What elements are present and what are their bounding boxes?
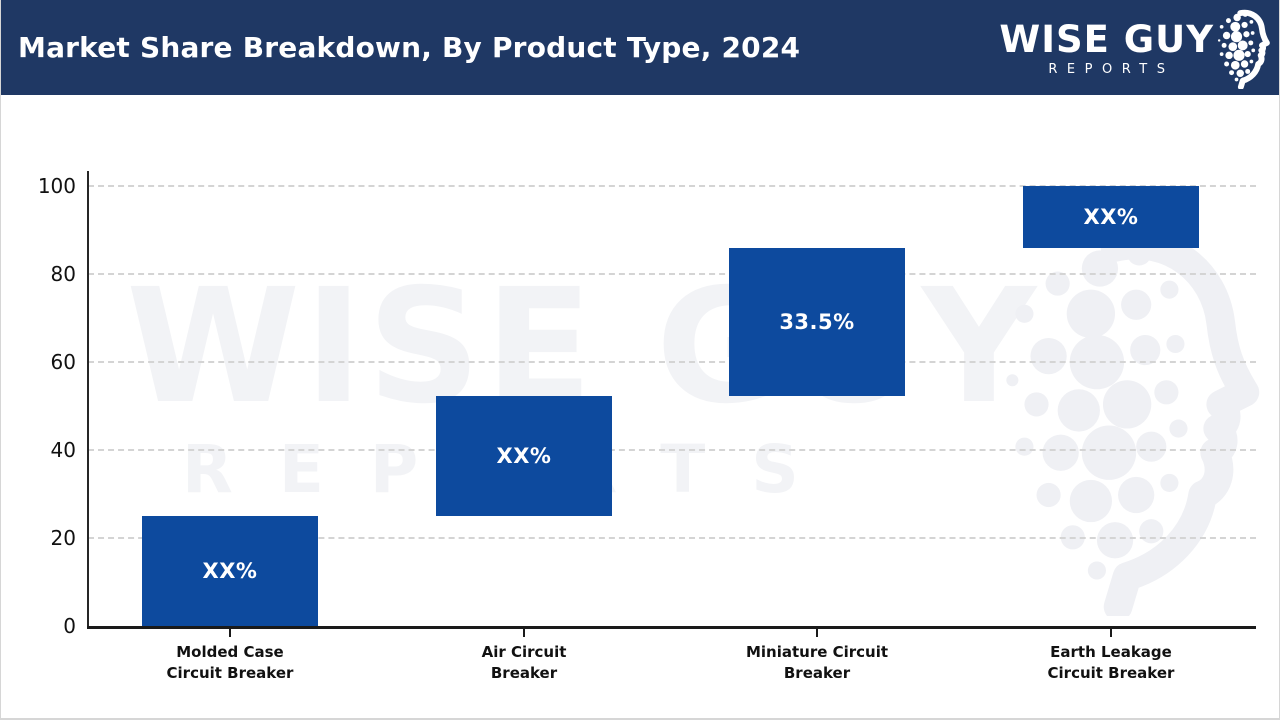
- bar-segment: XX%: [142, 516, 318, 626]
- watermark-dot-face-icon: [958, 223, 1260, 616]
- logo-text: WISE GUY REPORTS: [999, 17, 1214, 77]
- x-axis-category-label-line: Earth Leakage: [1050, 643, 1172, 661]
- page-title: Market Share Breakdown, By Product Type,…: [18, 31, 801, 64]
- y-axis-tick-label: 40: [50, 438, 76, 462]
- bar-segment: XX%: [436, 395, 612, 516]
- x-axis-category-label: Air Circuit Breaker: [404, 642, 644, 684]
- y-gridline: [88, 273, 1256, 275]
- y-axis-tick-label: 80: [50, 262, 76, 286]
- y-gridline: [88, 361, 1256, 363]
- y-gridline: [88, 537, 1256, 539]
- bar-value-label: 33.5%: [779, 310, 855, 335]
- x-axis-category-label-line: Breaker: [783, 664, 851, 682]
- logo-subtitle: REPORTS: [1048, 61, 1175, 77]
- y-axis-spine: [87, 170, 89, 628]
- x-axis-line: [87, 626, 1256, 629]
- x-axis-category-label-line: Molded Case: [176, 643, 284, 661]
- y-axis-tick-label: 60: [50, 350, 76, 374]
- wise-guy-logo: WISE GUY REPORTS: [999, 6, 1270, 90]
- bar-value-label: XX%: [496, 443, 552, 468]
- x-axis-tick: [229, 629, 231, 637]
- x-axis-tick: [1110, 629, 1112, 637]
- x-axis-category-label: Earth Leakage Circuit Breaker: [991, 642, 1231, 684]
- header-banner: Market Share Breakdown, By Product Type,…: [0, 0, 1280, 95]
- x-axis-category-label-line: Circuit Breaker: [166, 664, 294, 682]
- bar-value-label: XX%: [202, 559, 258, 583]
- chart-area: WISE GUY REPORTS 020406080100XX%XX%33.5%…: [0, 95, 1280, 720]
- y-axis-tick-label: 20: [50, 526, 76, 550]
- x-axis-category-label: Miniature Circuit Breaker: [697, 642, 937, 684]
- x-axis-category-label: Molded Case Circuit Breaker: [110, 642, 350, 684]
- x-axis-category-label-line: Breaker: [490, 664, 558, 682]
- bar-segment: XX%: [1023, 186, 1199, 249]
- bar-value-label: XX%: [1083, 205, 1139, 230]
- x-axis-category-label-line: Air Circuit: [481, 643, 567, 661]
- x-axis-tick: [816, 629, 818, 637]
- dot-face-logo-icon: [1208, 8, 1270, 89]
- y-gridline: [88, 449, 1256, 451]
- y-axis-tick-label: 0: [63, 614, 76, 638]
- x-axis-category-label-line: Circuit Breaker: [1047, 664, 1175, 682]
- y-gridline: [88, 185, 1256, 187]
- logo-wordmark: WISE GUY: [999, 17, 1214, 61]
- x-axis-tick: [523, 629, 525, 637]
- x-axis-category-label-line: Miniature Circuit: [745, 643, 889, 661]
- y-axis-tick-label: 100: [37, 174, 76, 198]
- bar-segment: 33.5%: [729, 248, 905, 396]
